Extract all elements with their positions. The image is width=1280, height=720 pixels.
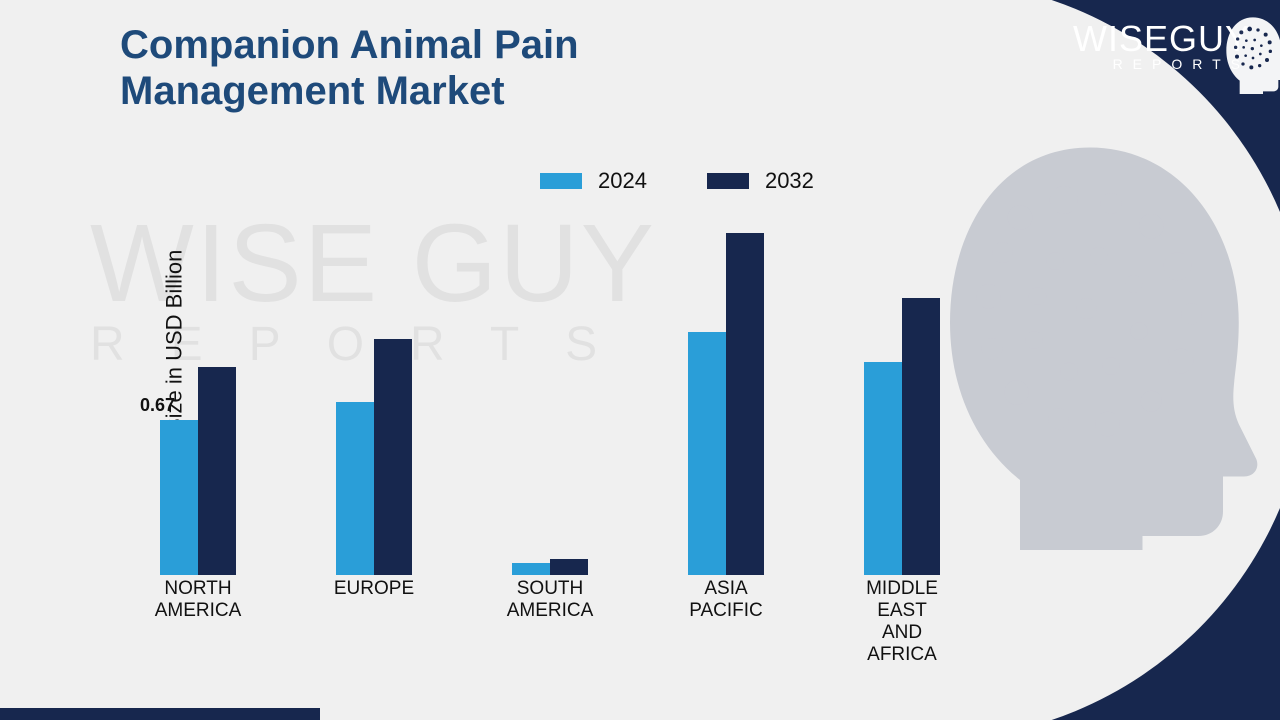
bar-group xyxy=(842,298,962,576)
chart-stage: WISE GUY REPORTS Companion Animal Pain M… xyxy=(0,0,1280,720)
x-axis-label: NORTHAMERICA xyxy=(128,578,268,665)
logo-head-icon xyxy=(1218,14,1280,94)
bar xyxy=(550,559,588,575)
chart-plot-area: 0.67 xyxy=(110,205,990,575)
legend-item-2024: 2024 xyxy=(540,168,647,194)
bar-groups xyxy=(110,205,990,575)
bar-group xyxy=(666,233,786,575)
bar xyxy=(198,367,236,575)
bar xyxy=(864,362,902,575)
legend-label-2024: 2024 xyxy=(598,168,647,194)
legend: 2024 2032 xyxy=(540,168,814,194)
legend-swatch-2024 xyxy=(540,173,582,189)
bar-group xyxy=(314,339,434,575)
data-label: 0.67 xyxy=(140,395,175,416)
chart-title-container: Companion Animal Pain Management Market xyxy=(120,22,760,114)
x-axis-label: SOUTHAMERICA xyxy=(480,578,620,665)
legend-item-2032: 2032 xyxy=(707,168,814,194)
bar xyxy=(726,233,764,575)
x-axis-label: MIDDLEEASTANDAFRICA xyxy=(832,578,972,665)
x-axis-label: EUROPE xyxy=(304,578,444,665)
legend-swatch-2032 xyxy=(707,173,749,189)
bar xyxy=(512,563,550,575)
bar xyxy=(902,298,940,576)
bar xyxy=(336,402,374,575)
bar xyxy=(374,339,412,575)
x-axis-labels: NORTHAMERICA EUROPE SOUTHAMERICA ASIAPACIFI… xyxy=(110,578,990,665)
logo-line1a: WISE xyxy=(1073,18,1169,59)
bar xyxy=(160,420,198,575)
bar-group xyxy=(490,559,610,575)
chart-title: Companion Animal Pain Management Market xyxy=(120,22,760,114)
footer-accent-bar xyxy=(0,708,320,720)
bar xyxy=(688,332,726,575)
legend-label-2032: 2032 xyxy=(765,168,814,194)
x-axis-label: ASIAPACIFIC xyxy=(656,578,796,665)
